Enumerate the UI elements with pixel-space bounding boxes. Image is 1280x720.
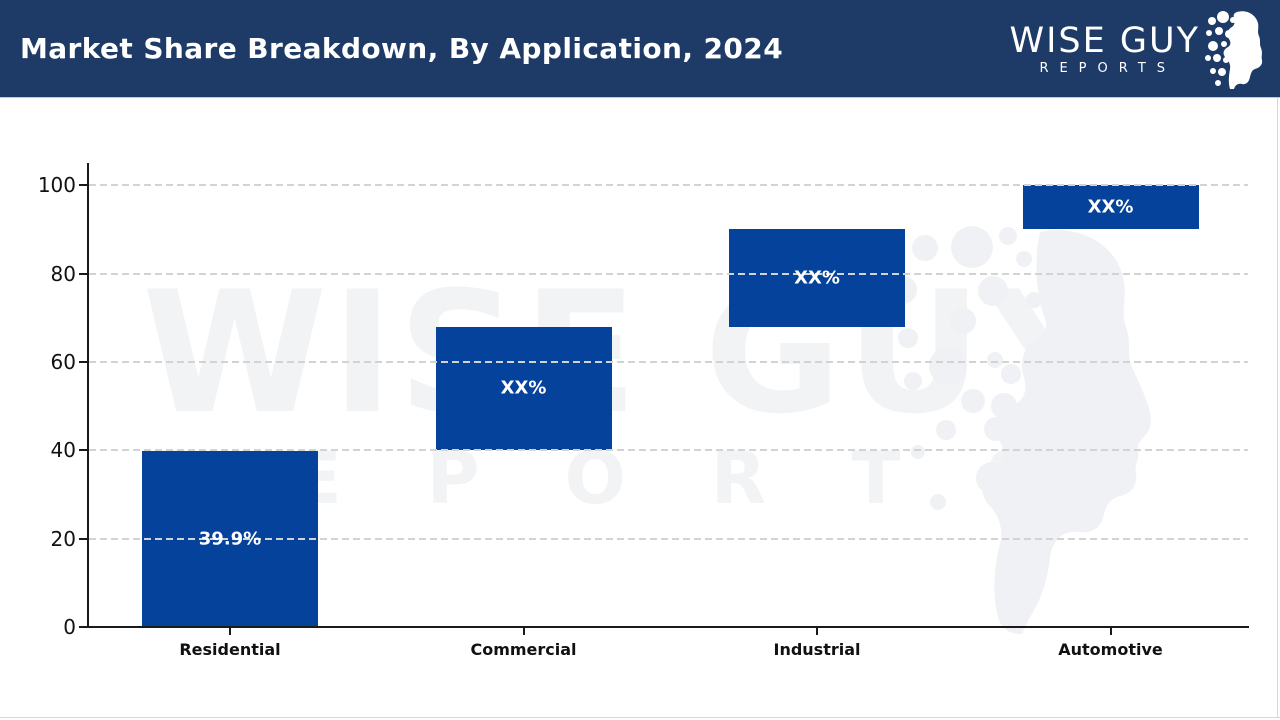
logo-reports-text: REPORTS: [1039, 61, 1177, 76]
gridline-80: [89, 272, 1248, 275]
header-divider: [0, 97, 1280, 98]
x-tick-automotive: [1109, 628, 1112, 635]
gridline-40: [89, 449, 1248, 452]
header-banner: Market Share Breakdown, By Application, …: [0, 0, 1280, 97]
page-title: Market Share Breakdown, By Application, …: [20, 32, 784, 65]
y-tick-label-60: 60: [50, 349, 76, 374]
y-tick-label-20: 20: [50, 526, 76, 551]
gridline-100: [89, 184, 1248, 187]
gridline-60: [89, 360, 1248, 363]
gridline-20: [89, 537, 1248, 540]
x-axis-label-commercial: Commercial: [470, 640, 577, 659]
logo-text: WISE GUY REPORTS: [1009, 22, 1200, 76]
y-tick-label-100: 100: [37, 173, 76, 198]
bar-value-residential: 39.9%: [198, 528, 262, 550]
bar-automotive: [1022, 185, 1199, 230]
logo-head-icon: [1205, 11, 1263, 89]
y-tick-label-40: 40: [50, 438, 76, 463]
bar-industrial: [729, 229, 905, 327]
bar-value-automotive: XX%: [1087, 196, 1134, 218]
y-tick-label-80: 80: [50, 261, 76, 286]
y-tick-label-0: 0: [63, 615, 76, 639]
bottom-divider: [0, 717, 1280, 718]
bar-value-commercial: XX%: [500, 377, 547, 399]
x-axis: [87, 626, 1249, 628]
x-axis-label-residential: Residential: [179, 640, 281, 659]
y-tick-40: [79, 449, 87, 452]
y-axis: [87, 163, 89, 628]
y-tick-60: [79, 360, 87, 363]
wiseguy-logo: WISE GUY REPORTS: [1009, 6, 1266, 92]
bar-value-industrial: XX%: [794, 267, 840, 289]
x-axis-label-industrial: Industrial: [773, 640, 861, 659]
x-tick-industrial: [816, 628, 818, 635]
x-axis-label-automotive: Automotive: [1058, 640, 1163, 659]
right-divider: [1277, 98, 1278, 717]
x-tick-residential: [229, 628, 231, 635]
y-tick-80: [79, 272, 87, 275]
bar-commercial: [435, 326, 612, 451]
y-tick-100: [79, 184, 87, 187]
x-tick-commercial: [522, 628, 525, 635]
y-tick-20: [79, 537, 87, 540]
logo-wiseguy-text: WISE GUY: [1009, 21, 1200, 61]
y-tick-0: [79, 626, 87, 628]
